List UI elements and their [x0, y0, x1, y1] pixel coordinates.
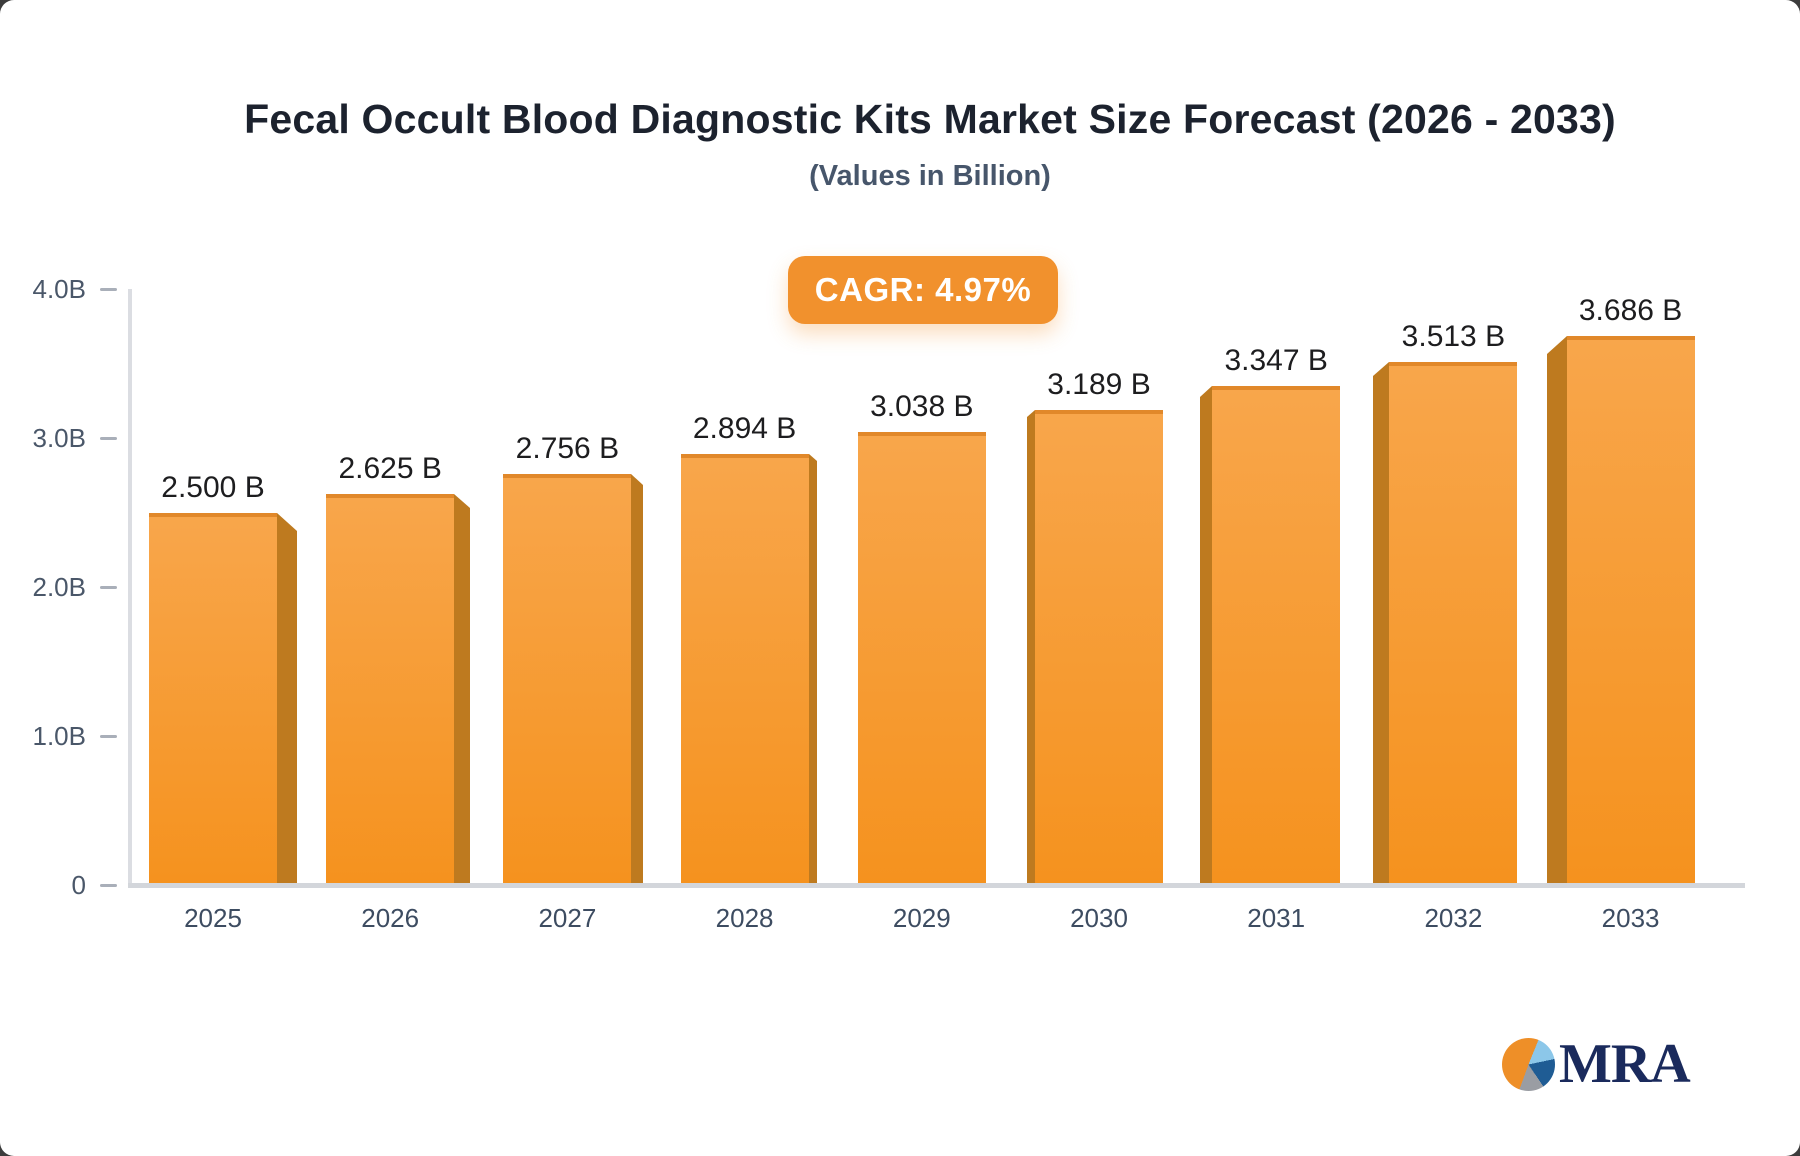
- bar-3d-side: [809, 454, 817, 885]
- y-axis-tick: [100, 884, 117, 887]
- bar: [1567, 336, 1695, 885]
- bar-value-label: 3.513 B: [1401, 320, 1506, 353]
- bar: [1212, 386, 1340, 885]
- y-axis-tick: [100, 437, 117, 440]
- bar-3d-side: [1027, 410, 1035, 885]
- bar: [1389, 362, 1517, 885]
- bar: [326, 494, 454, 885]
- bar-3d-side: [454, 494, 470, 885]
- x-axis-category-label: 2026: [361, 903, 420, 933]
- x-axis-category-label: 2028: [715, 903, 774, 933]
- y-axis-tick: [100, 586, 117, 589]
- bar-3d-side: [1373, 362, 1389, 885]
- bar-3d-side: [631, 474, 643, 885]
- bar: [1035, 410, 1163, 885]
- bar-value-label: 2.894 B: [692, 412, 797, 445]
- y-axis-line: [128, 289, 132, 885]
- bar-value-label: 3.686 B: [1578, 294, 1683, 327]
- y-axis-tick: [100, 288, 117, 291]
- bar-value-label: 2.756 B: [515, 432, 620, 465]
- x-axis-category-label: 2032: [1424, 903, 1483, 933]
- chart-subtitle: (Values in Billion): [809, 160, 1051, 192]
- mra-pie-icon: [1502, 1038, 1555, 1091]
- mra-logo: MRA: [1502, 1033, 1691, 1095]
- bar: [681, 454, 809, 885]
- x-axis-category-label: 2031: [1247, 903, 1306, 933]
- x-axis-category-label: 2030: [1070, 903, 1128, 933]
- bar: [858, 432, 986, 885]
- y-axis-label: 2.0B: [32, 572, 87, 602]
- chart-title: Fecal Occult Blood Diagnostic Kits Marke…: [244, 96, 1616, 142]
- bar-value-label: 3.347 B: [1224, 344, 1328, 377]
- cagr-badge: CAGR: 4.97%: [788, 256, 1058, 324]
- bar-3d-side: [1200, 386, 1212, 885]
- bar-value-label: 3.038 B: [870, 390, 974, 423]
- x-axis-category-label: 2027: [538, 903, 597, 933]
- bar: [503, 474, 631, 885]
- y-axis-tick: [100, 735, 117, 738]
- y-axis-label: 4.0B: [32, 274, 87, 304]
- x-axis-category-label: 2025: [184, 903, 242, 933]
- chart-header: Fecal Occult Blood Diagnostic Kits Marke…: [60, 0, 1800, 193]
- x-axis-category-label: 2029: [892, 903, 951, 933]
- bar-3d-side: [277, 513, 297, 885]
- x-axis-baseline: [128, 883, 1745, 888]
- bar: [149, 513, 277, 885]
- x-axis-category-label: 2033: [1601, 903, 1660, 933]
- cagr-badge-label: CAGR: 4.97%: [814, 271, 1032, 308]
- y-axis-label: 1.0B: [32, 721, 87, 751]
- bar-value-label: 2.500 B: [161, 471, 265, 504]
- mra-logo-text: MRA: [1559, 1033, 1691, 1095]
- y-axis-label: 3.0B: [32, 423, 87, 453]
- bar-3d-side: [1547, 336, 1567, 885]
- bar-value-label: 2.625 B: [338, 452, 442, 485]
- bar-value-label: 3.189 B: [1047, 368, 1151, 401]
- y-axis-label: 0: [71, 870, 86, 900]
